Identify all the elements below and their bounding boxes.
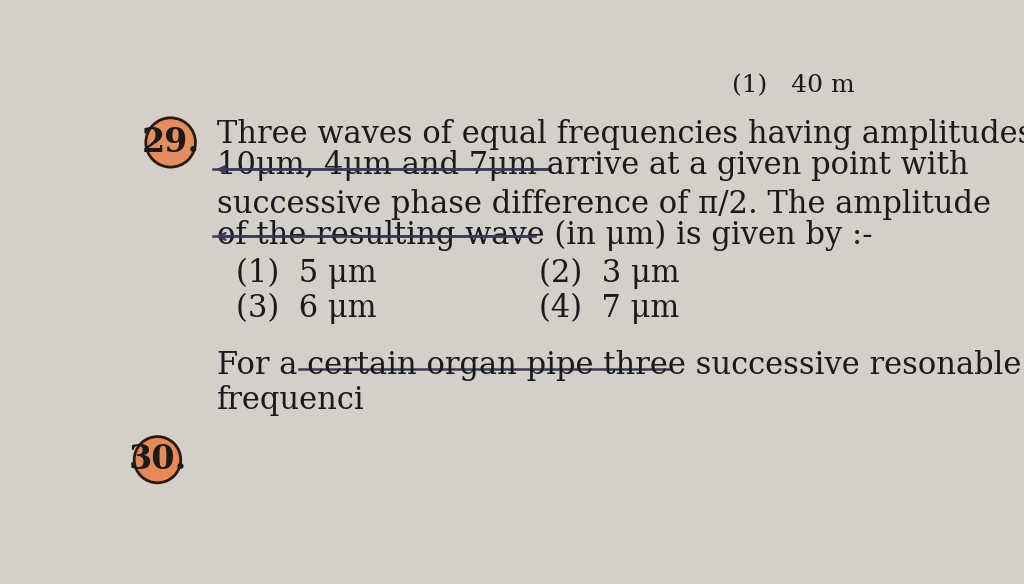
Text: frequenci: frequenci xyxy=(217,385,365,416)
Circle shape xyxy=(134,437,180,483)
Text: of the resulting wave (in μm) is given by :-: of the resulting wave (in μm) is given b… xyxy=(217,220,872,251)
Text: (4)  7 μm: (4) 7 μm xyxy=(539,293,679,324)
Circle shape xyxy=(145,118,196,167)
Text: 10μm, 4μm and 7μm arrive at a given point with: 10μm, 4μm and 7μm arrive at a given poin… xyxy=(217,150,969,181)
Text: 29.: 29. xyxy=(141,126,200,159)
Text: Three waves of equal frequencies having amplitudes: Three waves of equal frequencies having … xyxy=(217,119,1024,150)
Text: (3)  6 μm: (3) 6 μm xyxy=(237,293,377,324)
Text: (1)  5 μm: (1) 5 μm xyxy=(237,258,377,289)
Text: For a certain organ pipe three successive resonable: For a certain organ pipe three successiv… xyxy=(217,350,1022,381)
Text: 30.: 30. xyxy=(128,443,186,476)
Text: (2)  3 μm: (2) 3 μm xyxy=(539,258,680,289)
Text: (1)   40 m: (1) 40 m xyxy=(732,75,855,98)
Text: successive phase difference of π/2. The amplitude: successive phase difference of π/2. The … xyxy=(217,189,991,220)
